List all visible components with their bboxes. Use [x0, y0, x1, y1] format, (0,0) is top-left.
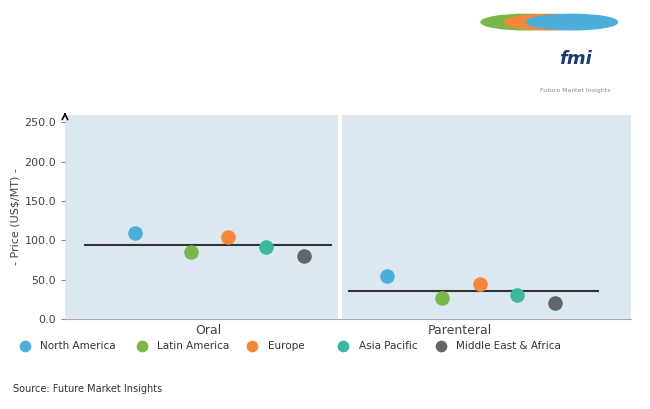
- FancyBboxPatch shape: [504, 2, 644, 108]
- Point: [20, 342, 30, 349]
- Text: Middle East & Africa: Middle East & Africa: [456, 341, 561, 351]
- Point: [298, 253, 309, 259]
- Text: Future Market Insights: Future Market Insights: [540, 88, 610, 93]
- Text: Europe: Europe: [268, 341, 304, 351]
- Point: [512, 291, 523, 298]
- Circle shape: [481, 14, 572, 30]
- Point: [436, 342, 446, 349]
- Text: Global Hypoparathyroidism Treatment Market, By Route of: Global Hypoparathyroidism Treatment Mark…: [13, 36, 454, 48]
- Point: [130, 229, 140, 236]
- Point: [185, 249, 196, 256]
- Text: North America: North America: [40, 341, 116, 351]
- Point: [136, 342, 147, 349]
- Text: Source: Future Market Insights: Source: Future Market Insights: [13, 384, 162, 393]
- Point: [247, 342, 257, 349]
- Point: [338, 342, 348, 349]
- Point: [474, 281, 485, 288]
- Text: Asia Pacific: Asia Pacific: [359, 341, 417, 351]
- Circle shape: [526, 14, 618, 30]
- Point: [223, 234, 233, 240]
- Text: Administration, 2021: Administration, 2021: [13, 73, 171, 86]
- Point: [382, 272, 392, 279]
- Point: [550, 299, 560, 306]
- Text: Latin America: Latin America: [157, 341, 229, 351]
- Point: [437, 294, 447, 301]
- Point: [261, 244, 271, 251]
- Text: fmi: fmi: [559, 49, 592, 67]
- Y-axis label: - Price (US$/MT) -: - Price (US$/MT) -: [10, 169, 20, 265]
- Circle shape: [504, 14, 595, 30]
